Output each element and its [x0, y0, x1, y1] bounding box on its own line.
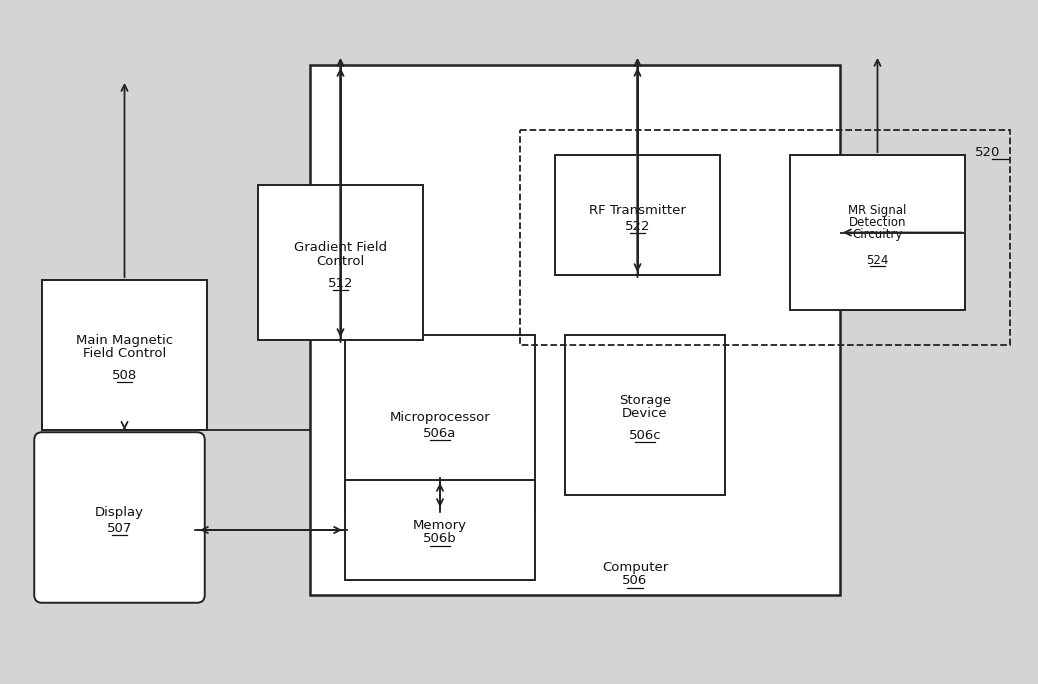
- Text: 522: 522: [625, 220, 650, 233]
- Text: Control: Control: [317, 254, 364, 267]
- Bar: [555, 155, 720, 275]
- Text: Device: Device: [622, 407, 667, 420]
- Text: Memory: Memory: [413, 518, 467, 531]
- Text: 506: 506: [623, 575, 648, 588]
- Text: 524: 524: [867, 254, 889, 267]
- Bar: [345, 480, 535, 580]
- Bar: [310, 65, 840, 595]
- Bar: [345, 335, 535, 510]
- Text: Field Control: Field Control: [83, 347, 166, 360]
- Text: Gradient Field: Gradient Field: [294, 241, 387, 254]
- Bar: [42, 280, 207, 430]
- Bar: [790, 155, 965, 310]
- Text: 512: 512: [328, 276, 353, 289]
- Text: 506a: 506a: [424, 427, 457, 440]
- Text: Display: Display: [95, 506, 144, 519]
- Text: Main Magnetic: Main Magnetic: [76, 334, 173, 347]
- Text: RF Transmitter: RF Transmitter: [589, 204, 686, 217]
- Text: 508: 508: [112, 369, 137, 382]
- Text: Computer: Computer: [602, 560, 668, 573]
- Text: MR Signal: MR Signal: [848, 204, 906, 217]
- Text: 520: 520: [975, 146, 1000, 159]
- Text: 506b: 506b: [424, 533, 457, 546]
- Text: Detection: Detection: [849, 216, 906, 229]
- Bar: [565, 335, 725, 495]
- Bar: [520, 130, 1010, 345]
- Bar: [258, 185, 424, 340]
- Text: 507: 507: [107, 522, 132, 535]
- Text: Storage: Storage: [619, 394, 671, 407]
- Text: Microprocessor: Microprocessor: [389, 411, 490, 424]
- Text: 506c: 506c: [629, 429, 661, 442]
- Text: Circuitry: Circuitry: [852, 228, 903, 241]
- FancyBboxPatch shape: [34, 432, 204, 603]
